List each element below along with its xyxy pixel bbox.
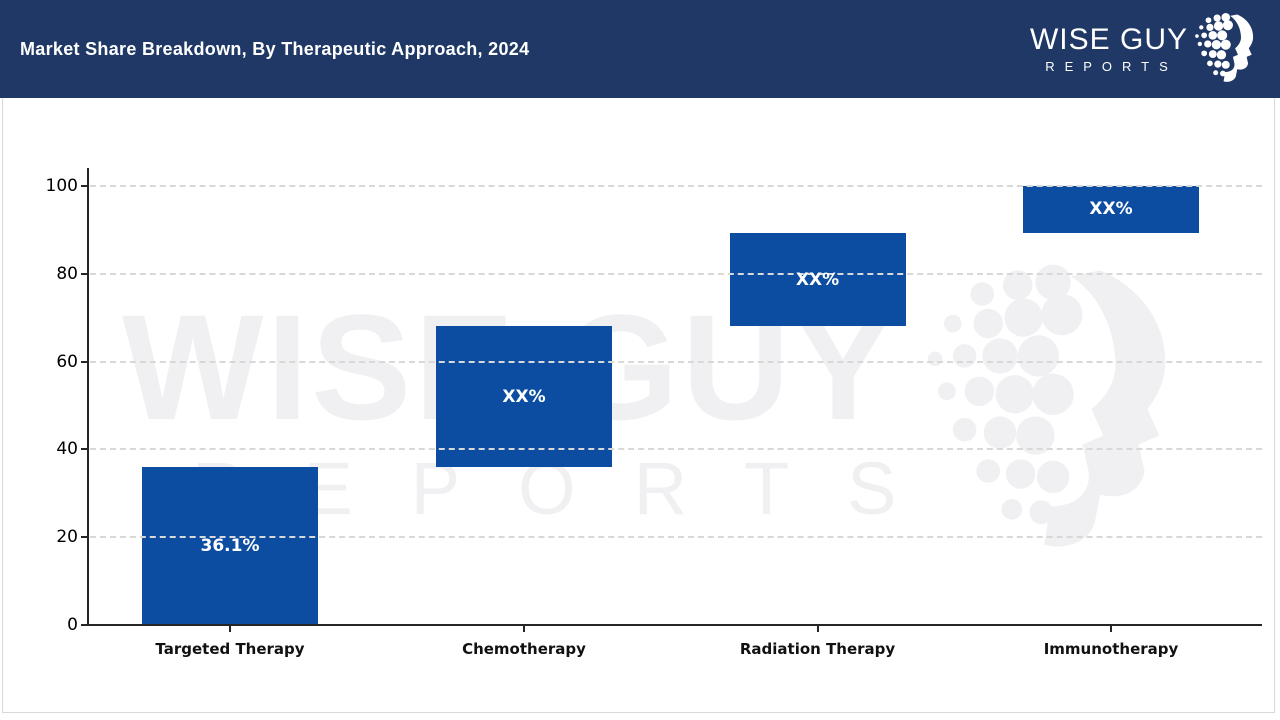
x-axis-label-targeted-therapy: Targeted Therapy (155, 640, 305, 658)
bar-label-radiation-therapy: XX% (795, 269, 840, 290)
logo-text-wise-guy: WISE GUY (1029, 23, 1188, 57)
chart-frame-border (2, 98, 1275, 713)
y-tick-label-20: 20 (56, 527, 78, 548)
y-axis-line (87, 168, 89, 626)
y-tick-label-40: 40 (56, 439, 78, 460)
logo-text-reports: REPORTS (1045, 58, 1178, 74)
x-axis-line (87, 624, 1262, 626)
header-bar: Market Share Breakdown, By Therapeutic A… (0, 0, 1280, 98)
bar-label-targeted-therapy: 36.1% (200, 535, 260, 556)
y-tick-label-80: 80 (56, 263, 78, 284)
x-axis-label-radiation-therapy: Radiation Therapy (739, 640, 896, 658)
bar-chemotherapy (436, 326, 612, 467)
x-tick-mark-radiation-therapy (816, 625, 819, 632)
head-profile-icon (1184, 8, 1256, 90)
chart-title: Market Share Breakdown, By Therapeutic A… (20, 38, 530, 59)
y-tick-label-60: 60 (56, 351, 78, 372)
gridline-20 (90, 536, 1262, 539)
x-axis-label-immunotherapy: Immunotherapy (1043, 640, 1179, 658)
bar-immunotherapy (1023, 186, 1199, 233)
y-tick-mark-40 (81, 448, 88, 451)
bar-label-immunotherapy: XX% (1089, 199, 1133, 220)
gridline-40 (90, 448, 1262, 451)
y-tick-mark-0 (81, 624, 88, 626)
gridline-100 (90, 185, 1262, 187)
logo-wordmark: WISE GUY REPORTS (1030, 24, 1188, 74)
y-tick-label-0: 0 (67, 615, 78, 635)
x-axis-label-chemotherapy: Chemotherapy (462, 640, 586, 658)
bar-targeted-therapy (142, 466, 318, 625)
x-tick-mark-targeted-therapy (229, 625, 231, 632)
y-tick-mark-60 (81, 360, 88, 363)
y-tick-mark-100 (81, 185, 88, 187)
y-tick-mark-20 (81, 536, 88, 539)
gridline-60 (90, 360, 1262, 363)
x-tick-mark-chemotherapy (523, 625, 525, 632)
bar-label-chemotherapy: XX% (502, 386, 546, 407)
bar-radiation-therapy (729, 232, 906, 327)
wiseguy-logo: WISE GUY REPORTS (1030, 8, 1256, 90)
y-tick-mark-80 (81, 272, 88, 275)
x-tick-mark-immunotherapy (1110, 625, 1112, 632)
gridline-80 (90, 272, 1262, 275)
y-tick-label-100: 100 (45, 176, 78, 196)
